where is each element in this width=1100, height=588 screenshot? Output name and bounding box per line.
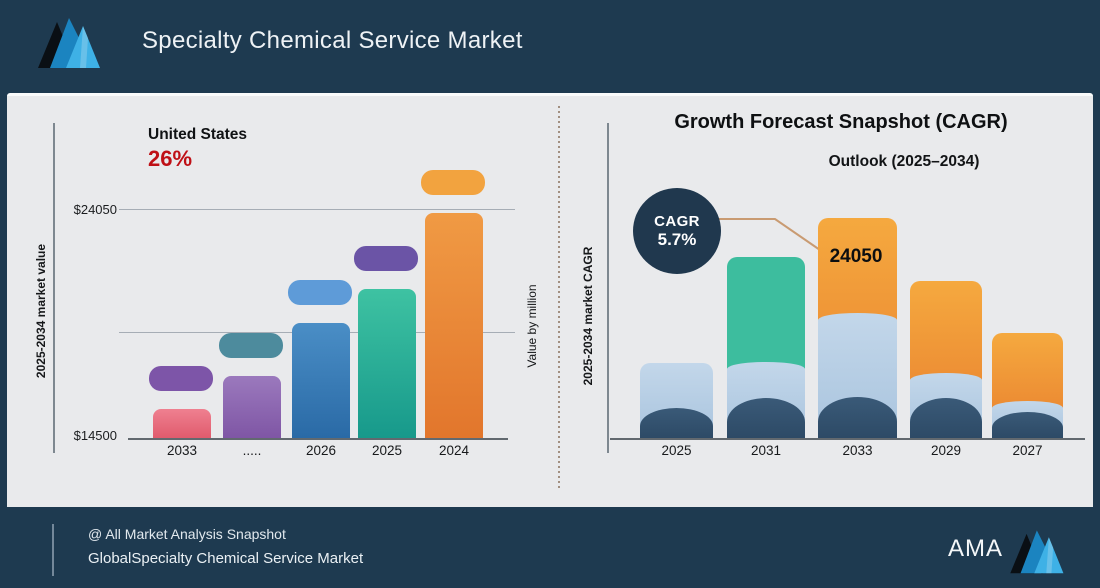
left-bar-cap-2025 (354, 246, 418, 271)
left-bar-..... (223, 376, 281, 438)
left-bar-2033 (153, 409, 211, 438)
left-x-label-2026: 2026 (305, 443, 337, 458)
left-gridline-24050 (119, 209, 515, 210)
right-bar-2033-segment-base (818, 397, 897, 438)
growth-percent-label: 26% (148, 146, 193, 171)
left-y-axis-title: 2025-2034 market value (34, 243, 48, 379)
footer-divider (52, 524, 54, 576)
footer-snapshot-text: @ All Market Analysis Snapshot (88, 526, 286, 542)
left-x-axis-line (128, 438, 508, 440)
right-chart-subtitle: Outlook (2025–2034) (828, 153, 980, 170)
left-bar-2024 (425, 213, 483, 438)
left-x-label-2024: 2024 (438, 443, 470, 458)
value-by-million-label: Value by million (525, 284, 539, 368)
region-label: United States (148, 126, 248, 143)
left-bar-2025 (358, 289, 416, 438)
left-x-label-2033: 2033 (166, 443, 198, 458)
right-bar-2025-segment-base (640, 408, 713, 438)
right-x-label-2025: 2025 (661, 443, 692, 458)
left-y-axis-line (53, 123, 55, 453)
footer-market-text: GlobalSpecialty Chemical Service Market (88, 550, 364, 567)
left-x-label-2025: 2025 (371, 443, 403, 458)
left-bar-cap-2026 (288, 280, 352, 305)
cagr-badge-value: 5.7% (657, 229, 697, 249)
left-bar-2026 (292, 323, 350, 438)
peak-value-label: 24050 (829, 246, 883, 267)
right-x-label-2031: 2031 (750, 443, 782, 458)
right-bar-2031-segment-base (727, 398, 805, 438)
right-chart-title: Growth Forecast Snapshot (CAGR) (674, 111, 1008, 133)
footer-bar: @ All Market Analysis Snapshot GlobalSpe… (0, 507, 1100, 588)
left-x-label-.....: ..... (242, 443, 262, 458)
panel-divider (558, 106, 560, 488)
page-title: Specialty Chemical Service Market (142, 27, 523, 54)
left-ytick-bottom: $14500 (73, 428, 117, 443)
left-bar-cap-..... (219, 333, 283, 358)
right-y-axis-title: 2025-2034 market CAGR (581, 246, 595, 386)
right-y-axis-line (607, 123, 609, 453)
right-x-label-2033: 2033 (842, 443, 873, 458)
left-bar-cap-2033 (149, 366, 213, 391)
ama-logo-icon (1010, 530, 1064, 574)
left-ytick-top: $24050 (73, 202, 117, 217)
header-bar: Specialty Chemical Service Market (0, 0, 1100, 93)
right-x-label-2029: 2029 (930, 443, 962, 458)
cagr-badge: CAGR 5.7% (633, 188, 721, 274)
right-bar-2027-segment-base (992, 412, 1063, 438)
left-bar-cap-2024 (421, 170, 485, 195)
chart-card: 2025-2034 market value $24050 $14500 Uni… (7, 93, 1093, 507)
right-x-label-2027: 2027 (1012, 443, 1043, 458)
cagr-badge-label: CAGR (654, 212, 700, 230)
footer-brand-text: AMA (948, 535, 1004, 562)
right-x-axis-line (610, 438, 1085, 440)
ama-logo-icon (38, 18, 100, 68)
right-bar-2029-segment-base (910, 398, 982, 438)
